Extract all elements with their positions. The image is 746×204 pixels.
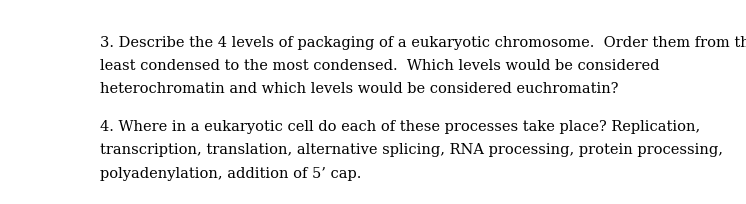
Text: 3. Describe the 4 levels of packaging of a eukaryotic chromosome.  Order them fr: 3. Describe the 4 levels of packaging of… [100, 35, 746, 49]
Text: least condensed to the most condensed.  Which levels would be considered: least condensed to the most condensed. W… [100, 59, 659, 73]
Text: 4. Where in a eukaryotic cell do each of these processes take place? Replication: 4. Where in a eukaryotic cell do each of… [100, 119, 700, 133]
Text: polyadenylation, addition of 5’ cap.: polyadenylation, addition of 5’ cap. [100, 166, 362, 180]
Text: heterochromatin and which levels would be considered euchromatin?: heterochromatin and which levels would b… [100, 82, 618, 96]
Text: transcription, translation, alternative splicing, RNA processing, protein proces: transcription, translation, alternative … [100, 143, 723, 156]
